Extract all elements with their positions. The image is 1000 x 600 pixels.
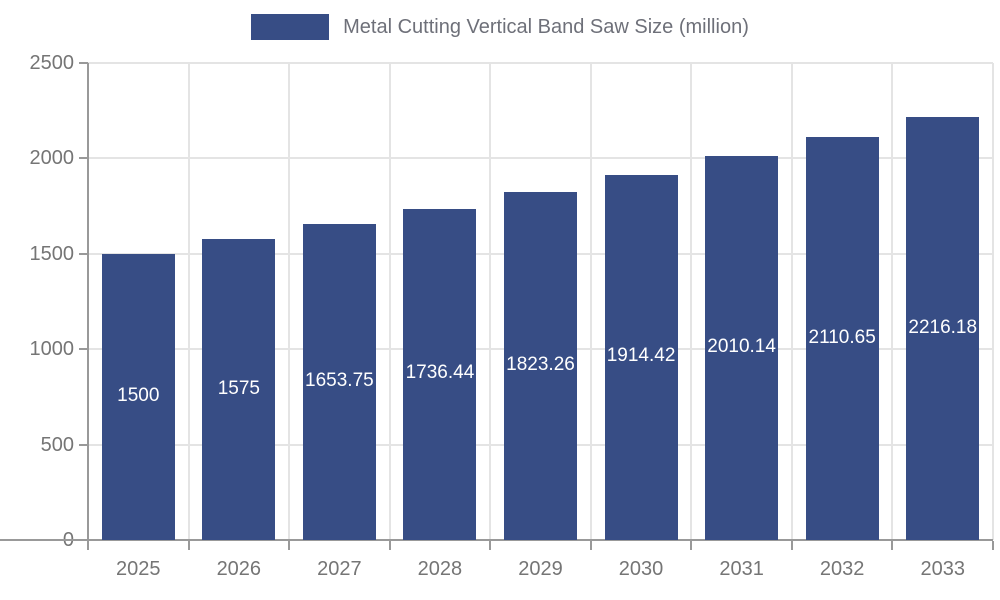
x-tick-label: 2027 [317, 558, 362, 580]
bar-value-label: 1653.75 [305, 370, 374, 392]
legend: Metal Cutting Vertical Band Saw Size (mi… [0, 14, 1000, 40]
bar[interactable] [906, 117, 980, 540]
x-tick-mark [87, 541, 89, 550]
x-tick-mark [388, 541, 391, 550]
bar-value-label: 1500 [117, 384, 160, 406]
x-tick-label: 2032 [819, 558, 865, 580]
bar[interactable] [101, 253, 175, 540]
x-tick-mark [589, 541, 592, 550]
bar-value-label: 1575 [217, 377, 260, 399]
y-tick-label: 500 [40, 433, 74, 456]
x-tick-label: 2026 [216, 558, 262, 580]
gridline-h [88, 157, 993, 160]
bar[interactable] [403, 208, 477, 540]
y-tick-label: 2500 [29, 52, 75, 74]
x-tick-mark [992, 541, 994, 550]
bar[interactable] [604, 174, 678, 540]
x-tick-label: 2025 [116, 558, 161, 580]
x-tick-label: 2031 [719, 558, 764, 580]
gridline-h [88, 62, 993, 64]
gridline-v [288, 63, 291, 540]
x-tick-mark [489, 541, 492, 550]
bar-value-label: 1736.44 [405, 362, 475, 384]
y-tick-mark [79, 348, 88, 351]
gridline-v [790, 63, 793, 540]
y-tick-label: 1000 [29, 338, 75, 361]
bar[interactable] [202, 239, 276, 540]
bar[interactable] [805, 137, 879, 540]
x-tick-mark [690, 541, 693, 550]
y-tick-label: 2000 [29, 147, 75, 170]
gridline-v [690, 63, 693, 540]
x-tick-label: 2028 [417, 558, 463, 580]
x-tick-mark [891, 541, 894, 550]
legend-item[interactable]: Metal Cutting Vertical Band Saw Size (mi… [251, 14, 749, 40]
bar-value-label: 2110.65 [808, 326, 876, 348]
bar-value-label: 1823.26 [506, 354, 575, 376]
bar-value-label: 2010.14 [707, 336, 776, 358]
bar[interactable] [705, 156, 779, 540]
y-axis-line [87, 63, 89, 540]
y-tick-label: 1500 [29, 242, 75, 265]
y-tick-mark [79, 62, 88, 64]
y-tick-mark [79, 157, 88, 160]
x-tick-mark [288, 541, 291, 550]
gridline-v [489, 63, 492, 540]
x-axis-line [0, 539, 993, 541]
x-tick-mark [187, 541, 190, 550]
legend-swatch-icon [251, 14, 330, 40]
gridline-v [891, 63, 894, 540]
x-tick-label: 2030 [618, 558, 664, 580]
y-tick-mark [79, 252, 88, 255]
gridline-v [187, 63, 190, 540]
bar[interactable] [302, 224, 376, 540]
gridline-v [992, 63, 994, 540]
legend-label: Metal Cutting Vertical Band Saw Size (mi… [343, 16, 749, 38]
x-tick-mark [790, 541, 793, 550]
y-tick-mark [79, 443, 88, 446]
bar-value-label: 1914.42 [606, 345, 676, 367]
bar-value-label: 2216.18 [908, 316, 978, 338]
x-tick-label: 2029 [518, 558, 563, 580]
gridline-v [589, 63, 592, 540]
gridline-v [388, 63, 391, 540]
x-tick-label: 2033 [920, 558, 965, 580]
bar[interactable] [504, 192, 577, 540]
